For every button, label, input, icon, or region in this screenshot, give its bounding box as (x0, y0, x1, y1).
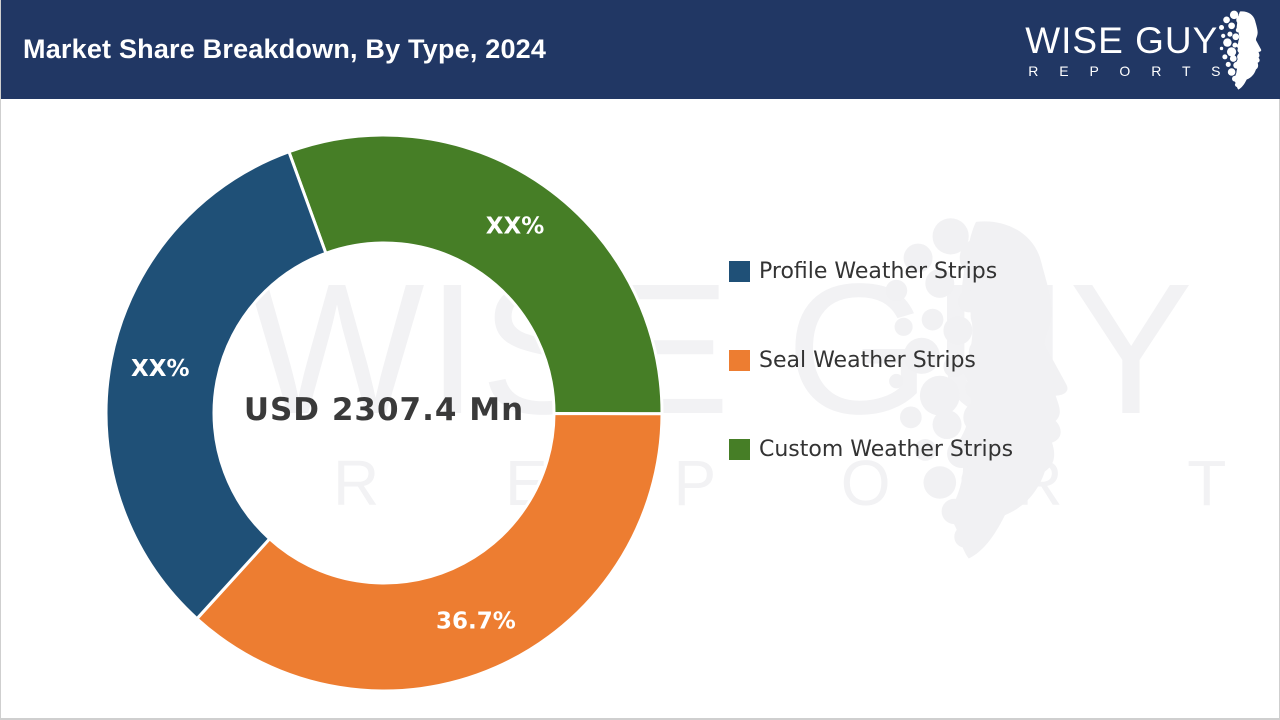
legend-item-seal: Seal Weather Strips (729, 347, 1013, 374)
slice-label-seal-weather-strips: 36.7% (436, 609, 516, 635)
legend-swatch-custom (729, 439, 750, 460)
legend-label-custom: Custom Weather Strips (759, 436, 1014, 462)
legend-item-custom: Custom Weather Strips (729, 436, 1013, 463)
slice-label-profile-weather-strips: XX% (131, 356, 190, 382)
header-bar: Market Share Breakdown, By Type, 2024 WI… (1, 0, 1280, 99)
wiseguy-logo-text: WISE GUY R E P O R T S (1025, 22, 1229, 79)
legend-item-profile: Profile Weather Strips (729, 258, 1013, 285)
slice-label-custom-weather-strips: XX% (486, 213, 545, 239)
chart-legend: Profile Weather Strips Seal Weather Stri… (729, 258, 1013, 525)
logo-subtitle: R E P O R T S (1028, 63, 1229, 79)
legend-label-profile: Profile Weather Strips (759, 258, 998, 284)
pie-slice-seal-weather-strips (194, 411, 664, 693)
pie-slice-custom-weather-strips (286, 133, 664, 416)
legend-swatch-seal (729, 350, 750, 371)
donut-center-value: USD 2307.4 Mn (243, 392, 525, 428)
logo-wordmark: WISE GUY (1025, 20, 1219, 61)
legend-swatch-profile (729, 261, 750, 282)
wiseguy-logo: WISE GUY R E P O R T S (1025, 5, 1267, 97)
wiseguy-face-icon (1213, 9, 1267, 93)
legend-label-seal: Seal Weather Strips (759, 347, 976, 373)
donut-chart: XX% 36.7% XX% (104, 133, 664, 693)
pie-slice-profile-weather-strips (104, 149, 328, 621)
page-title: Market Share Breakdown, By Type, 2024 (23, 34, 547, 64)
